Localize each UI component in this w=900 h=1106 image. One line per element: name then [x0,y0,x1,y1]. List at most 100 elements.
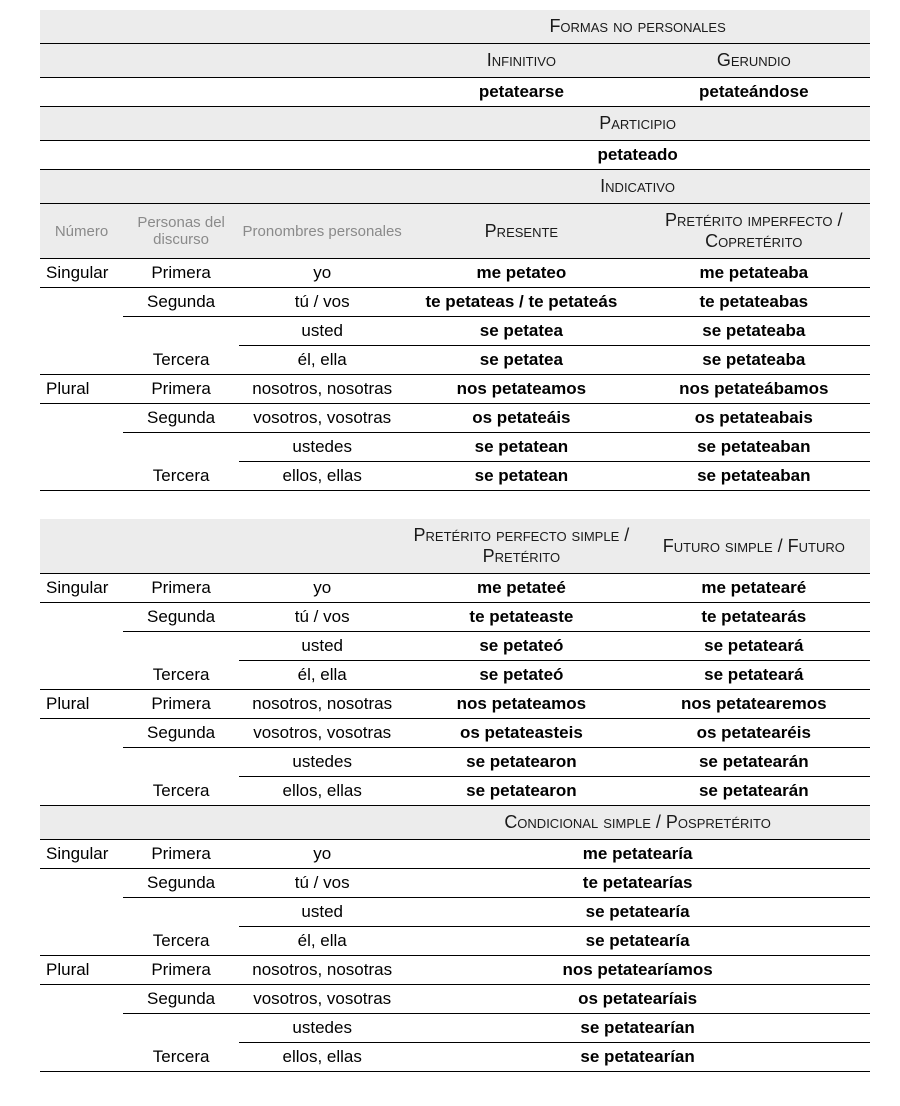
pron-usted: usted [239,898,405,927]
cell: te petateaste [405,603,637,632]
hdr-infinitivo: Infinitivo [405,44,637,78]
lbl-tercera: Tercera [123,462,239,491]
table-row: Segunda vosotros, vosotras os petateáis … [40,404,870,433]
lbl-primera: Primera [123,375,239,404]
lbl-plural: Plural [40,690,123,719]
pron-usted: usted [239,317,405,346]
cell: me petateo [405,259,637,288]
table-row: Segunda vosotros, vosotras os petateaste… [40,719,870,748]
indicative-continued-table: Pretérito perfecto simple / Pretérito Fu… [40,519,870,1072]
col-pronombres: Pronombres personales [239,204,405,259]
cell: te petateabas [638,288,870,317]
pron-el: él, ella [239,927,405,956]
lbl-tercera: Tercera [123,346,239,375]
cell: se petatearía [405,927,870,956]
table-row: usted se petatearía [40,898,870,927]
cell: se petateaba [638,346,870,375]
table-row: Tercera ellos, ellas se petatearon se pe… [40,777,870,806]
lbl-segunda: Segunda [123,869,239,898]
cell: os petateabais [638,404,870,433]
pron-vosotros: vosotros, vosotras [239,985,405,1014]
cell: nos petateamos [405,690,637,719]
hdr-pret-perf: Pretérito perfecto simple / Pretérito [405,519,637,574]
lbl-singular: Singular [40,574,123,603]
table-row: Plural Primera nosotros, nosotras nos pe… [40,956,870,985]
table-row: Segunda tú / vos te petateaste te petate… [40,603,870,632]
pron-el: él, ella [239,661,405,690]
cell: se petateará [638,632,870,661]
table-row: Singular Primera yo me petatearía [40,840,870,869]
col-numero: Número [40,204,123,259]
table-row: Segunda tú / vos te petateas / te petate… [40,288,870,317]
pron-tu: tú / vos [239,603,405,632]
hdr-presente: Presente [405,204,637,259]
pron-tu: tú / vos [239,288,405,317]
pron-ellos: ellos, ellas [239,462,405,491]
cell: se petateaban [638,462,870,491]
cell: se petateó [405,661,637,690]
cell: nos petatearemos [638,690,870,719]
cell: se petatea [405,346,637,375]
lbl-tercera: Tercera [123,927,239,956]
cell: os petatearíais [405,985,870,1014]
cell: me petatearé [638,574,870,603]
pron-ellos: ellos, ellas [239,1043,405,1072]
pron-ellos: ellos, ellas [239,777,405,806]
pron-nosotros: nosotros, nosotras [239,690,405,719]
lbl-tercera: Tercera [123,1043,239,1072]
val-participio: petateado [405,141,870,170]
table-row: usted se petateó se petateará [40,632,870,661]
cell: se petateó [405,632,637,661]
lbl-tercera: Tercera [123,777,239,806]
cell: te petatearías [405,869,870,898]
hdr-participio: Participio [405,107,870,141]
hdr-formas: Formas no personales [405,10,870,44]
cell: os petateasteis [405,719,637,748]
lbl-segunda: Segunda [123,603,239,632]
col-personas: Personas del discurso [123,204,239,259]
table-row: Singular Primera yo me petateé me petate… [40,574,870,603]
pron-usted: usted [239,632,405,661]
table-row: Segunda vosotros, vosotras os petatearía… [40,985,870,1014]
cell: se petatea [405,317,637,346]
cell: se petatearán [638,748,870,777]
pron-yo: yo [239,840,405,869]
cell: nos petatearíamos [405,956,870,985]
cell: se petatean [405,433,637,462]
table-row: ustedes se petatearían [40,1014,870,1043]
cell: se petatearían [405,1014,870,1043]
pron-ustedes: ustedes [239,1014,405,1043]
cell: se petatearía [405,898,870,927]
pron-yo: yo [239,259,405,288]
table-row: Plural Primera nosotros, nosotras nos pe… [40,375,870,404]
val-infinitivo: petatearse [405,78,637,107]
lbl-singular: Singular [40,259,123,288]
lbl-plural: Plural [40,375,123,404]
hdr-indicativo: Indicativo [405,170,870,204]
lbl-primera: Primera [123,259,239,288]
hdr-condicional: Condicional simple / Pospretérito [405,806,870,840]
lbl-primera: Primera [123,690,239,719]
cell: os petateáis [405,404,637,433]
cell: se petateará [638,661,870,690]
table-row: Tercera él, ella se petatearía [40,927,870,956]
pron-tu: tú / vos [239,869,405,898]
table-row: ustedes se petatean se petateaban [40,433,870,462]
hdr-gerundio: Gerundio [638,44,870,78]
cell: se petatearon [405,777,637,806]
table-row: Tercera él, ella se petateó se petateará [40,661,870,690]
cell: me petateé [405,574,637,603]
non-personal-table: Formas no personales Infinitivo Gerundio… [40,10,870,491]
lbl-segunda: Segunda [123,985,239,1014]
cell: se petatearán [638,777,870,806]
table-row: ustedes se petatearon se petatearán [40,748,870,777]
pron-ustedes: ustedes [239,748,405,777]
table-row: Tercera ellos, ellas se petatearían [40,1043,870,1072]
pron-yo: yo [239,574,405,603]
hdr-futuro: Futuro simple / Futuro [638,519,870,574]
cell: te petatearás [638,603,870,632]
lbl-singular: Singular [40,840,123,869]
pron-vosotros: vosotros, vosotras [239,719,405,748]
cell: nos petateamos [405,375,637,404]
lbl-tercera: Tercera [123,661,239,690]
